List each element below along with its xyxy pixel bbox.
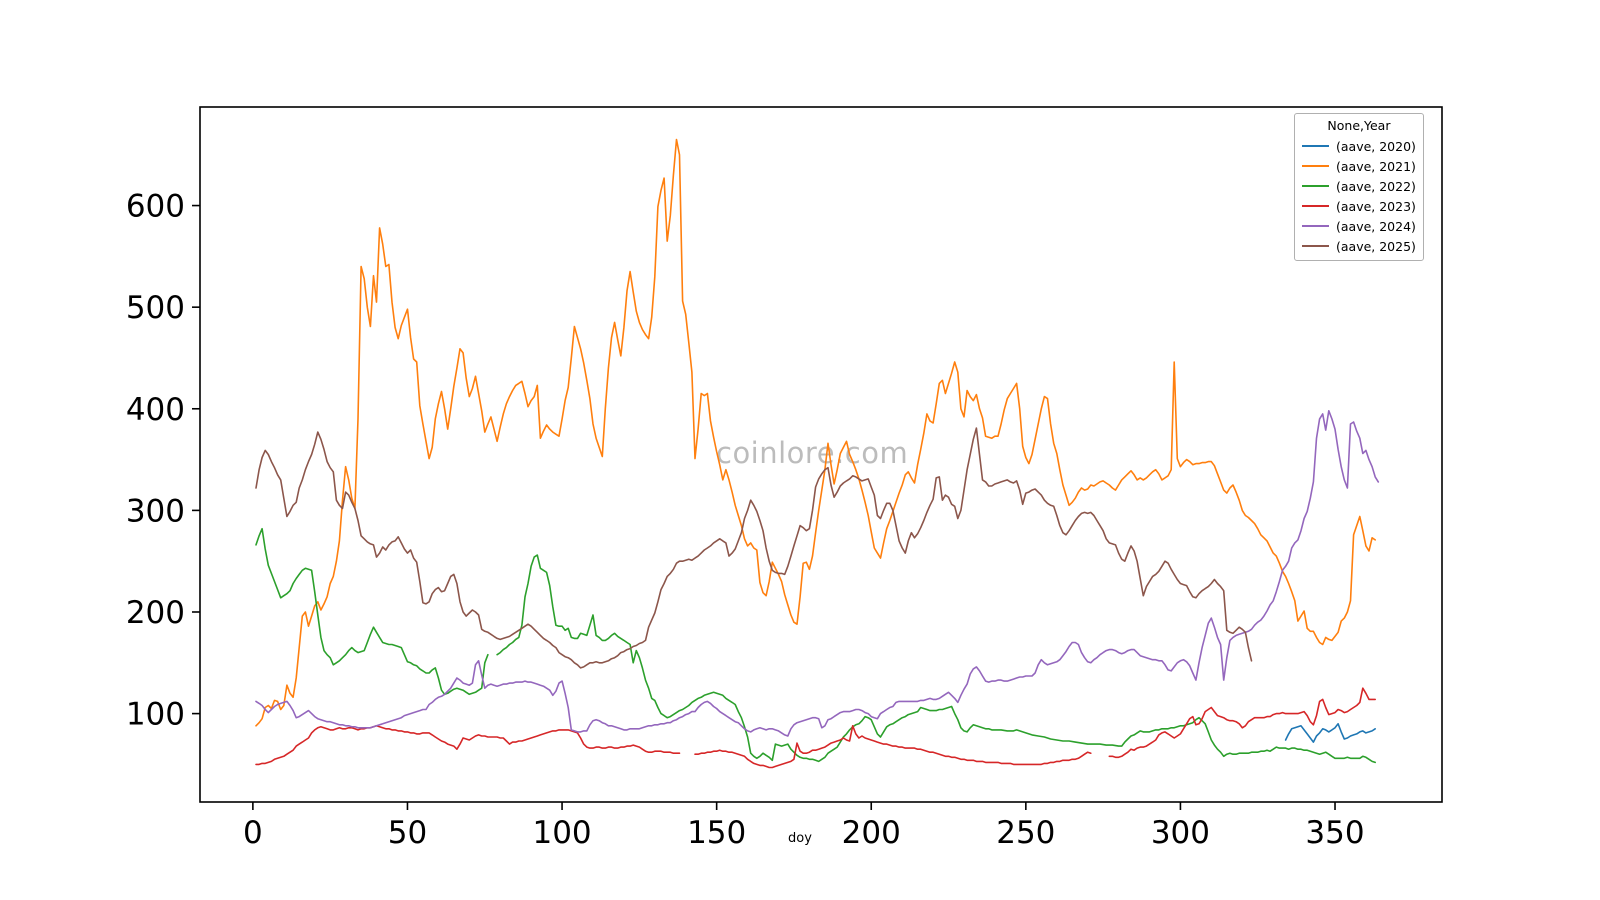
legend-line-sample-2020-icon xyxy=(1302,145,1329,147)
x-tick-label: 150 xyxy=(687,815,746,851)
x-tick-label: 250 xyxy=(996,815,1055,851)
legend-line-sample-2023-icon xyxy=(1302,205,1329,207)
legend-line-sample-2022-icon xyxy=(1302,185,1329,187)
x-tick-label: 300 xyxy=(1151,815,1210,851)
legend-entry-label: (aave, 2021) xyxy=(1336,158,1416,174)
x-tick-label: 100 xyxy=(532,815,591,851)
legend-entry-label: (aave, 2024) xyxy=(1336,218,1416,234)
watermark: coinlore.com xyxy=(716,436,909,470)
legend-entry: (aave, 2021) xyxy=(1302,156,1416,176)
x-tick-label: 0 xyxy=(243,815,263,851)
series-line-aave-2022 xyxy=(255,527,1376,764)
y-tick-label: 400 xyxy=(126,392,185,428)
legend-entry-label: (aave, 2025) xyxy=(1336,238,1416,254)
series-line-aave-2024 xyxy=(255,410,1380,737)
legend-entry: (aave, 2022) xyxy=(1302,176,1416,196)
legend: None,Year (aave, 2020) (aave, 2021) (aav… xyxy=(1294,113,1424,261)
legend-line-sample-2025-icon xyxy=(1302,245,1329,247)
legend-entry-label: (aave, 2020) xyxy=(1336,138,1416,154)
y-tick-label: 100 xyxy=(126,697,185,733)
y-tick-label: 600 xyxy=(126,189,185,225)
series-line-aave-2020 xyxy=(1284,723,1376,743)
x-tick-label: 200 xyxy=(842,815,901,851)
legend-entry: (aave, 2024) xyxy=(1302,216,1416,236)
x-tick-label: 350 xyxy=(1305,815,1364,851)
series-line-aave-2023 xyxy=(255,687,1376,769)
legend-entry-label: (aave, 2023) xyxy=(1336,198,1416,214)
legend-entry: (aave, 2020) xyxy=(1302,136,1416,156)
y-tick-label: 200 xyxy=(126,595,185,631)
plot-border xyxy=(199,106,1443,803)
legend-title: None,Year xyxy=(1327,118,1391,133)
legend-line-sample-2021-icon xyxy=(1302,165,1329,167)
series-line-aave-2025 xyxy=(255,427,1253,669)
x-tick-label: 50 xyxy=(388,815,427,851)
legend-entry: (aave, 2023) xyxy=(1302,196,1416,216)
x-axis-label: doy xyxy=(788,831,812,846)
legend-entry-label: (aave, 2022) xyxy=(1336,178,1416,194)
y-tick-label: 300 xyxy=(126,493,185,529)
legend-entry: (aave, 2025) xyxy=(1302,236,1416,256)
legend-line-sample-2024-icon xyxy=(1302,225,1329,227)
y-tick-label: 500 xyxy=(126,290,185,326)
series-line-aave-2021 xyxy=(255,138,1376,727)
